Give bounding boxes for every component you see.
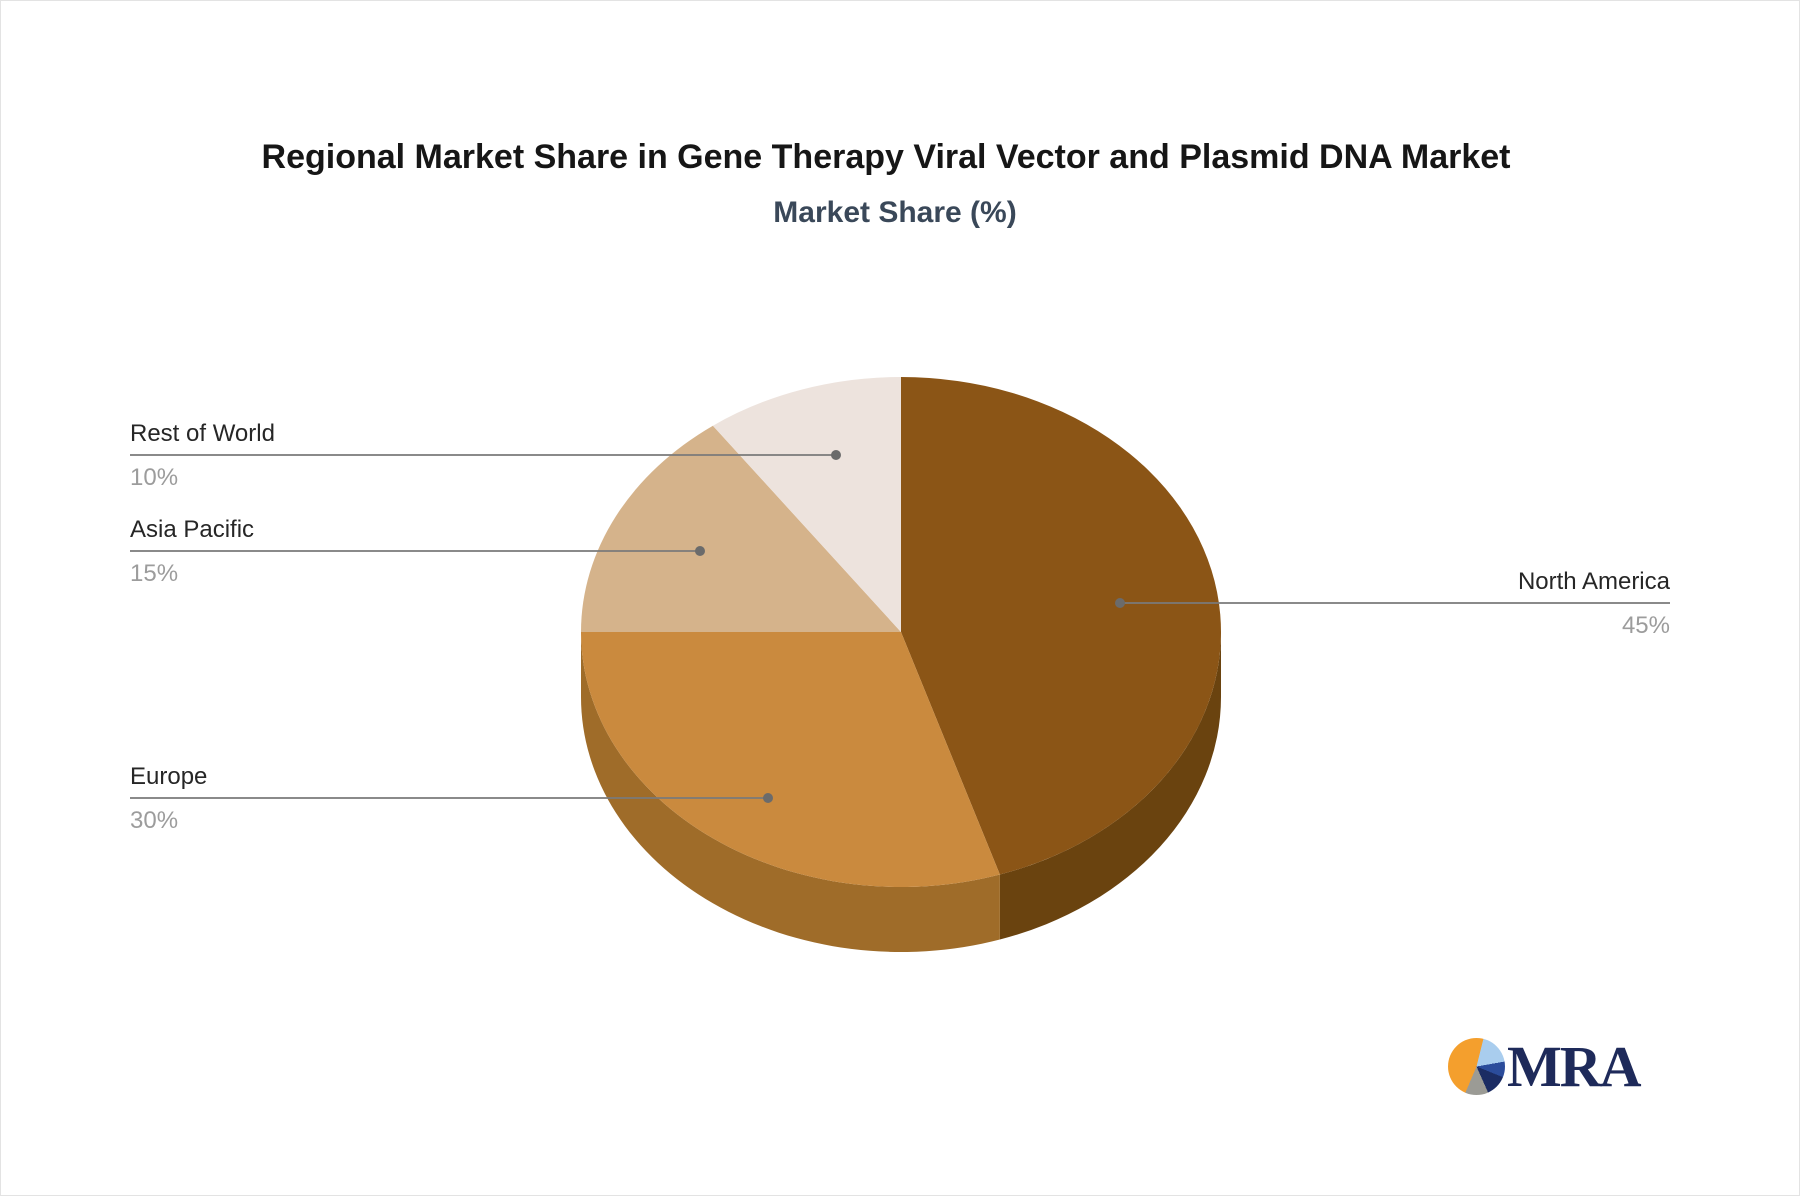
pie-slice-rest-of-world[interactable] <box>712 377 901 632</box>
slice-value-asia-pacific: 15% <box>130 560 179 587</box>
pie-slice-asia-pacific[interactable] <box>581 425 901 632</box>
brand-logo-text: MRA <box>1507 1033 1642 1099</box>
slice-value-rest-of-world: 10% <box>130 464 179 491</box>
pie-slice-side-north-america <box>999 632 1221 940</box>
pie-slice-europe[interactable] <box>581 632 1000 888</box>
leader-dot-europe <box>763 793 773 803</box>
slice-label-europe: Europe <box>130 763 208 790</box>
slice-value-north-america: 45% <box>1621 612 1670 639</box>
pie-slice-side-europe <box>581 632 1000 952</box>
page-title: Regional Market Share in Gene Therapy Vi… <box>261 138 1511 176</box>
leader-dot-rest-of-world <box>831 450 841 460</box>
pie-slice-north-america[interactable] <box>901 377 1222 875</box>
slice-label-rest-of-world: Rest of World <box>130 420 275 447</box>
brand-logo-pie-icon <box>1448 1037 1505 1095</box>
leader-dot-asia-pacific <box>695 546 705 556</box>
brand-logo: MRA <box>1448 1033 1642 1099</box>
slice-value-europe: 30% <box>130 807 179 834</box>
slice-label-asia-pacific: Asia Pacific <box>130 516 255 543</box>
leader-dot-north-america <box>1115 598 1125 608</box>
slice-label-north-america: North America <box>1517 568 1670 595</box>
chart-subtitle: Market Share (%) <box>773 196 1017 229</box>
